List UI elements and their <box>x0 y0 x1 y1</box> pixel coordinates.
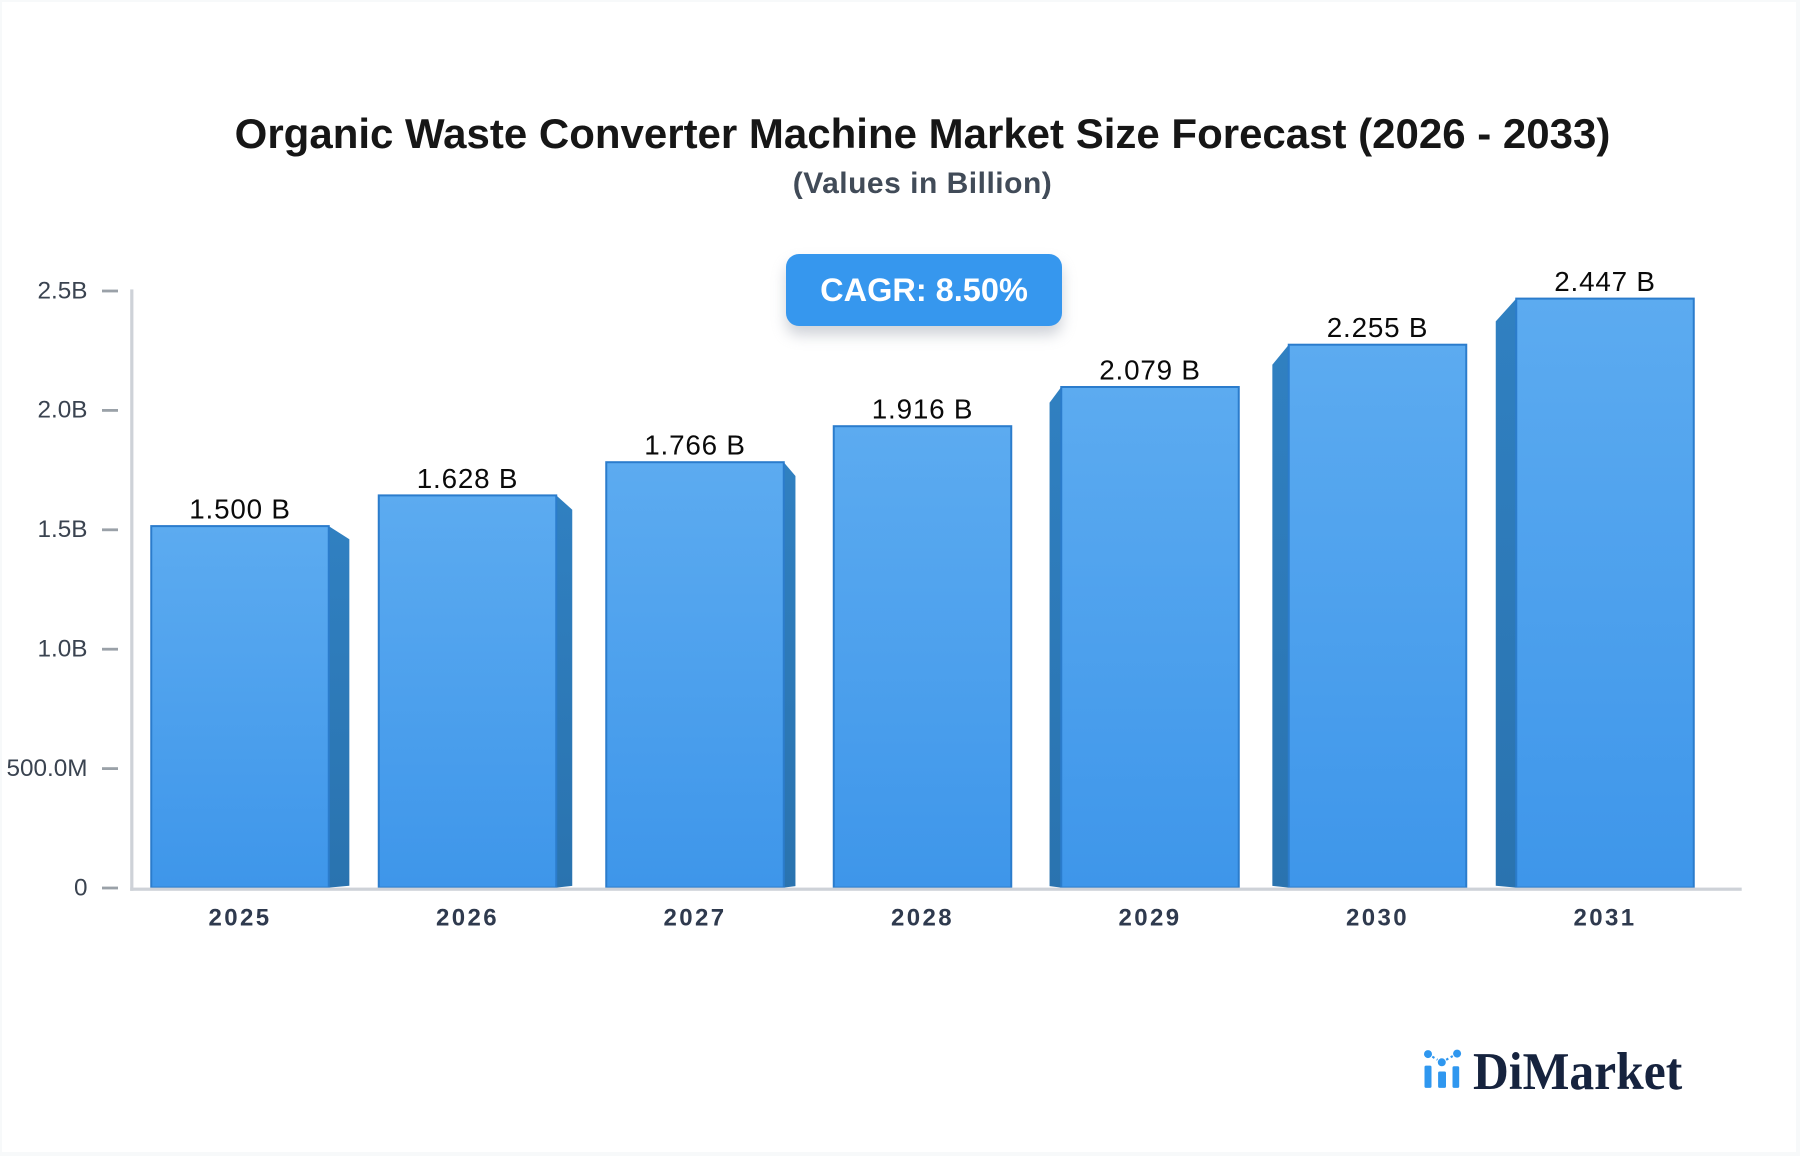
svg-text:1.766 B: 1.766 B <box>644 430 745 461</box>
svg-text:2029: 2029 <box>1119 905 1182 932</box>
svg-text:1.5B: 1.5B <box>38 516 88 543</box>
svg-text:1.500 B: 1.500 B <box>189 494 290 525</box>
svg-text:1.916 B: 1.916 B <box>872 394 973 425</box>
svg-text:2031: 2031 <box>1574 905 1637 932</box>
svg-text:2026: 2026 <box>436 905 499 932</box>
svg-text:2.255 B: 2.255 B <box>1327 312 1428 343</box>
svg-text:2030: 2030 <box>1346 905 1409 932</box>
svg-text:2.079 B: 2.079 B <box>1099 355 1200 386</box>
svg-text:2.5B: 2.5B <box>38 277 88 304</box>
svg-text:2027: 2027 <box>664 905 727 932</box>
svg-text:2028: 2028 <box>891 905 954 932</box>
svg-text:500.0M: 500.0M <box>6 755 87 782</box>
svg-text:1.628 B: 1.628 B <box>417 463 518 494</box>
svg-text:2025: 2025 <box>209 905 272 932</box>
svg-text:2.447 B: 2.447 B <box>1554 266 1655 297</box>
svg-text:1.0B: 1.0B <box>38 636 88 663</box>
svg-text:2.0B: 2.0B <box>38 397 88 424</box>
svg-text:0: 0 <box>74 874 88 901</box>
